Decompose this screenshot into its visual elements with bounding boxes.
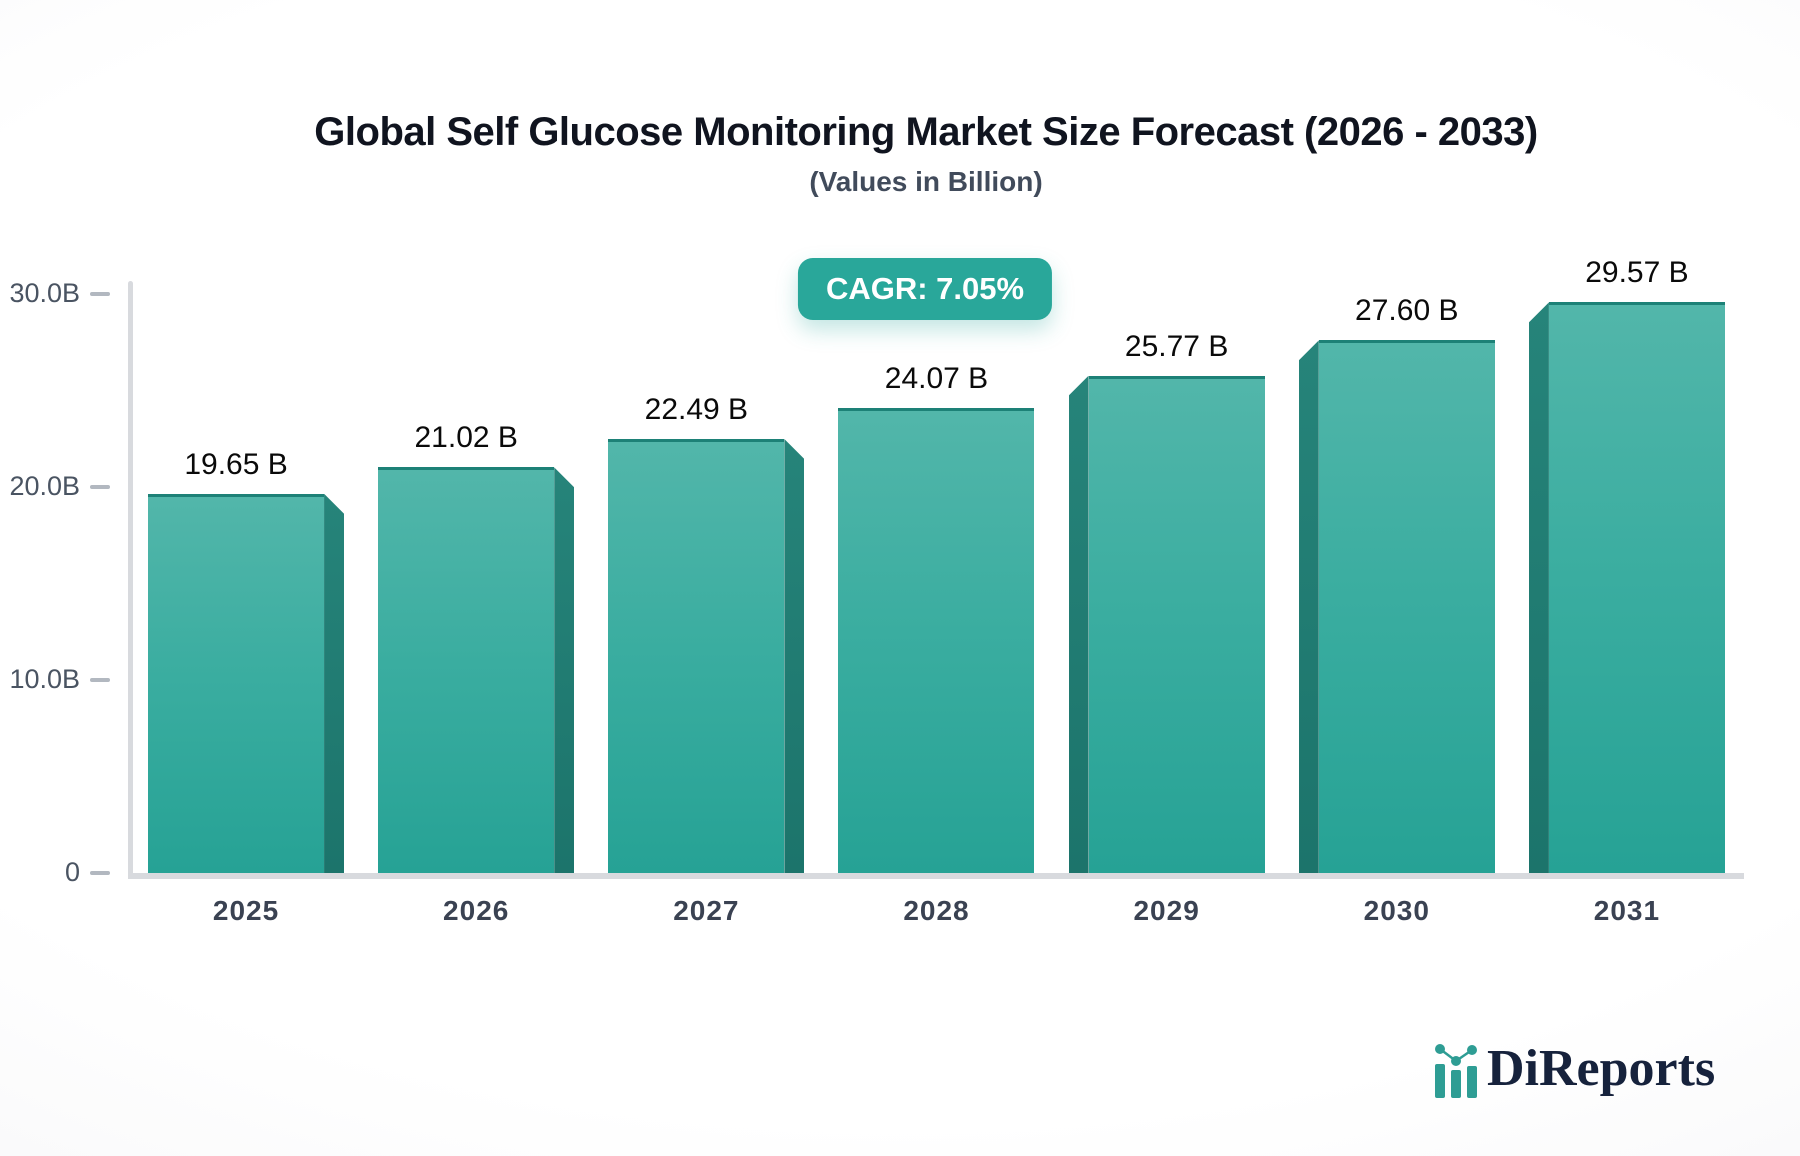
y-tick-mark: [90, 292, 110, 296]
bar-2026: 21.02 B: [378, 421, 575, 873]
bar-2028: 24.07 B: [838, 362, 1035, 873]
bar-face: [1548, 302, 1725, 873]
y-axis-line: [128, 281, 133, 878]
chart-title: Global Self Glucose Monitoring Market Si…: [314, 110, 1538, 154]
bar-slot-2030: 2030 27.60 B: [1282, 294, 1512, 926]
bar-side-face: [554, 467, 575, 873]
bar-value-label: 27.60 B: [1355, 294, 1459, 328]
x-tick-label-2026: 2026: [443, 895, 510, 926]
bar-side-face: [784, 438, 805, 873]
bar-2031: 29.57 B: [1528, 256, 1725, 873]
x-tick-label-2027: 2027: [673, 895, 740, 926]
bar-face: [378, 467, 555, 873]
bar-value-label: 29.57 B: [1585, 256, 1689, 290]
y-tick-label-10: 10.0B: [9, 664, 80, 694]
bar-2027: 22.49 B: [608, 393, 805, 873]
bar-slot-2029: 2029 25.77 B: [1052, 294, 1282, 926]
bar-2030: 27.60 B: [1298, 294, 1495, 873]
y-tick-mark: [90, 485, 110, 489]
y-tick-mark: [90, 871, 110, 875]
bar-slot-2027: 2027 22.49 B: [591, 294, 821, 926]
x-tick-label-2028: 2028: [903, 895, 970, 926]
bar-series: 2025 19.65 B 2026 21.02 B 2027 22.49 B 2028 24.…: [131, 256, 1742, 926]
bar-value-label: 21.02 B: [414, 421, 518, 455]
bar-2025: 19.65 B: [148, 448, 345, 873]
bar-slot-2026: 2026 21.02 B: [361, 294, 591, 926]
bar-2029: 25.77 B: [1068, 330, 1265, 873]
bar-value-label: 22.49 B: [644, 392, 749, 426]
brand-logo: DiReports: [1433, 1038, 1715, 1098]
mini-bar-chart-icon: [1435, 1044, 1477, 1098]
bar-face: [148, 493, 325, 873]
bar-side-face: [324, 493, 345, 873]
y-tick-label-0: 0: [64, 857, 80, 887]
bar-value-label: 19.65 B: [184, 447, 288, 481]
y-tick-mark: [90, 678, 110, 682]
bar-slot-2031: 2031 29.57 B: [1512, 256, 1742, 926]
x-tick-label-2029: 2029: [1133, 895, 1200, 926]
bar-face: [608, 438, 785, 873]
cagr-badge: CAGR: 7.05%: [797, 258, 1053, 320]
y-tick-label-20: 20.0B: [9, 471, 80, 501]
x-tick-label-2025: 2025: [212, 895, 280, 926]
bar-face: [838, 408, 1035, 873]
y-tick-label-30: 30.0B: [9, 278, 80, 308]
bar-side-face: [1298, 340, 1319, 873]
x-axis-baseline: [128, 873, 1744, 879]
bar-side-face: [1068, 375, 1089, 873]
bar-slot-2028: 2028 24.07 B: [821, 294, 1051, 926]
bar-slot-2025: 2025 19.65 B: [131, 294, 361, 926]
bar-face: [1318, 340, 1495, 873]
bar-value-label: 24.07 B: [884, 362, 989, 396]
chart-subtitle: (Values in Billion): [809, 166, 1043, 197]
bar-value-label: 25.77 B: [1124, 329, 1229, 363]
bar-side-face: [1528, 302, 1549, 873]
brand-name: DiReports: [1487, 1039, 1716, 1097]
bar-face: [1088, 375, 1265, 873]
x-tick-label-2030: 2030: [1363, 895, 1430, 926]
x-tick-label-2031: 2031: [1593, 895, 1661, 926]
plot-area: 2025 19.65 B 2026 21.02 B 2027 22.49 B 2028 24.…: [131, 256, 1742, 926]
